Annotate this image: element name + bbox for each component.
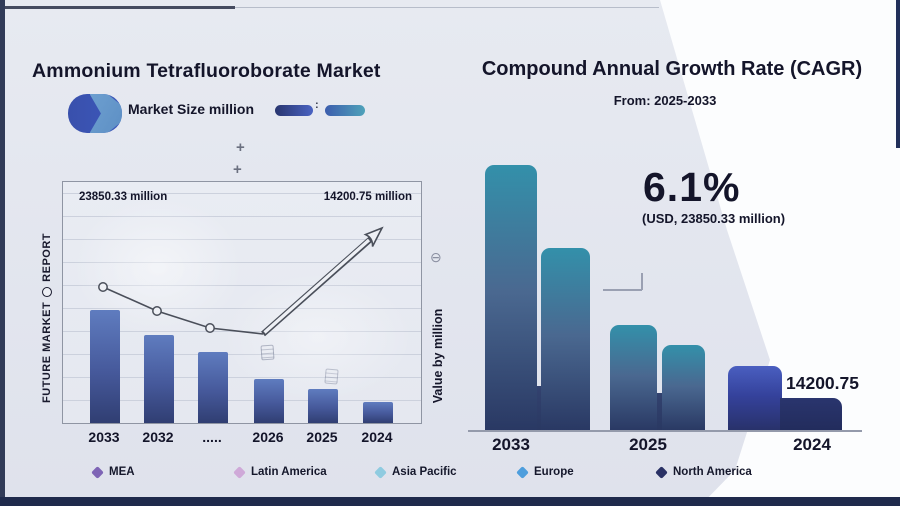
legend-item-asia-pacific: Asia Pacific — [374, 465, 457, 479]
market-size-bar-2026 — [254, 379, 284, 423]
y-axis-label-text: Value by million — [431, 308, 445, 404]
brand-watermark: FUTURE MARKET REPORT — [41, 233, 53, 403]
brand-text-right: REPORT — [41, 232, 53, 282]
cagr-x-tick-2033: 2033 — [492, 435, 530, 454]
corner-bracket — [603, 289, 642, 291]
ratio-pill-right — [325, 105, 365, 116]
x-tick-2033: 2033 — [88, 429, 120, 445]
market-size-bar-2024 — [363, 402, 393, 423]
top-accent-line — [5, 6, 235, 9]
brand-ring-icon — [42, 286, 52, 297]
bottom-frame-strip — [0, 497, 900, 506]
right-frame-strip — [896, 0, 900, 148]
diamond-icon — [516, 465, 529, 479]
x-tick-2025: 2025 — [306, 429, 338, 445]
legend-item-latin-america: Latin America — [233, 465, 327, 479]
legend-label: Asia Pacific — [392, 466, 457, 478]
chart-end-value-label: 14200.75 million — [323, 191, 412, 203]
ratio-pill-left — [275, 105, 313, 116]
market-size-legend-label: Market Size million — [128, 101, 255, 117]
diamond-icon — [655, 465, 668, 479]
y-axis-label: Value by million — [431, 309, 445, 403]
corner-bracket — [641, 273, 643, 290]
legend-label: Europe — [534, 466, 574, 478]
market-size-x-axis: 2033 2032..... 2026 2025 2024 — [0, 429, 900, 447]
cagr-bar-secondary-2025 — [662, 345, 705, 431]
x-tick-2032: 2032 — [142, 429, 174, 445]
market-size-bar-2025 — [308, 389, 338, 423]
cagr-bar-primary-2025 — [610, 325, 657, 431]
cagr-bar-primary-2033 — [485, 165, 537, 431]
cagr-value: 6.1% — [643, 164, 741, 210]
cagr-bar-secondary-2033 — [541, 248, 590, 431]
cagr-title: Compound Annual Growth Rate (CAGR) — [481, 58, 863, 80]
value-2024-label: 14200.75 — [786, 373, 859, 393]
capsule-icon — [68, 94, 122, 133]
chart-max-value-label: 23850.33 million — [79, 191, 168, 203]
minus-circle-icon: ⊖ — [430, 249, 442, 265]
market-size-chart: 23850.33 million 14200.75 million — [62, 181, 422, 424]
bar-gap-filler — [657, 393, 662, 431]
diamond-icon — [233, 465, 246, 479]
brand-text-left: FUTURE MARKET — [41, 301, 53, 404]
legend-item-mea: MEA — [91, 465, 135, 479]
capsule-facet — [89, 94, 122, 133]
legend-label: MEA — [109, 466, 135, 478]
market-size-bar-2033 — [90, 310, 120, 423]
cagr-x-tick-2024: 2024 — [793, 435, 831, 454]
plus-icon: + — [236, 139, 245, 156]
cagr-chart-baseline — [468, 430, 862, 432]
market-size-bar-..... — [198, 352, 228, 423]
ratio-colon: : — [315, 99, 319, 111]
diamond-icon — [91, 465, 104, 479]
market-title: Ammonium Tetrafluoroborate Market — [32, 60, 381, 82]
cagr-subtitle: From: 2025-2033 — [613, 93, 717, 108]
cagr-bar-primary-2024 — [728, 366, 782, 431]
x-tick-2026: 2026 — [252, 429, 284, 445]
x-tick-.....: ..... — [202, 429, 222, 445]
bar-gap-filler — [537, 386, 541, 431]
left-frame-strip — [0, 0, 5, 506]
cagr-bar-secondary-2024 — [780, 398, 842, 431]
diamond-icon — [374, 465, 387, 479]
x-tick-2024: 2024 — [361, 429, 393, 445]
legend-item-north-america: North America — [655, 465, 752, 479]
top-border-line — [235, 7, 659, 8]
plus-icon: + — [233, 161, 242, 178]
trend-line-arrow — [98, 226, 384, 337]
legend-label: North America — [673, 466, 752, 478]
legend-item-europe: Europe — [516, 465, 574, 479]
market-size-bar-2032 — [144, 335, 174, 423]
cagr-x-tick-2025: 2025 — [629, 435, 667, 454]
cagr-usd-note: (USD, 23850.33 million) — [642, 211, 786, 226]
legend-label: Latin America — [251, 466, 327, 478]
